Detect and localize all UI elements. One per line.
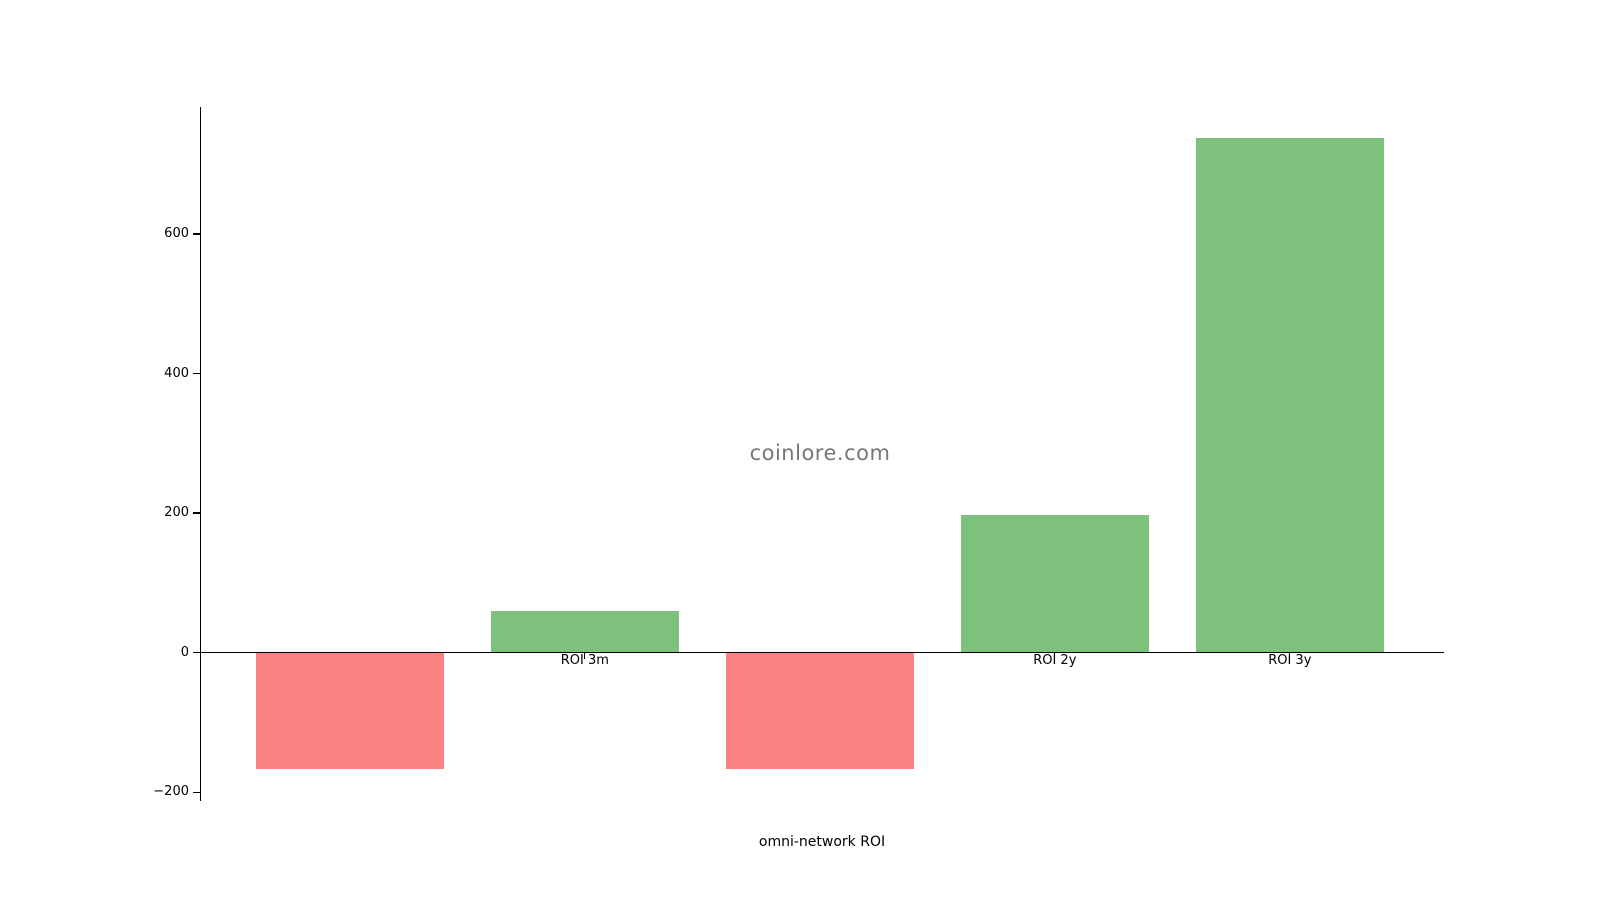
y-tick-label: −200 [153,784,189,800]
bar-roi-3m [490,610,679,653]
x-axis-line [200,652,1444,654]
x-tick-mark [1054,652,1056,660]
x-tick-label: ROI 3m [560,653,609,669]
bar-roi-3y [1195,138,1384,653]
x-tick-label: ROI 2y [1033,653,1077,669]
x-axis-title: omni-network ROI [758,834,886,850]
y-tick-mark [193,233,200,235]
bar-roi-2y [960,514,1149,653]
y-axis-spine [200,107,202,801]
y-tick-mark [193,652,200,654]
x-tick-label: ROI 3y [1268,653,1312,669]
coinlore-watermark: coinlore.com [749,441,891,465]
y-tick-mark [193,791,200,793]
x-tick-mark [1289,652,1291,660]
y-tick-label: 0 [180,644,189,660]
y-tick-label: 400 [164,365,189,381]
y-tick-mark [193,512,200,514]
y-tick-label: 200 [164,505,189,521]
bar-unlabeled-1 [255,652,444,770]
y-tick-label: 600 [164,226,189,242]
bar-unlabeled-3 [725,652,914,770]
y-tick-mark [193,372,200,375]
x-tick-mark [584,652,586,660]
